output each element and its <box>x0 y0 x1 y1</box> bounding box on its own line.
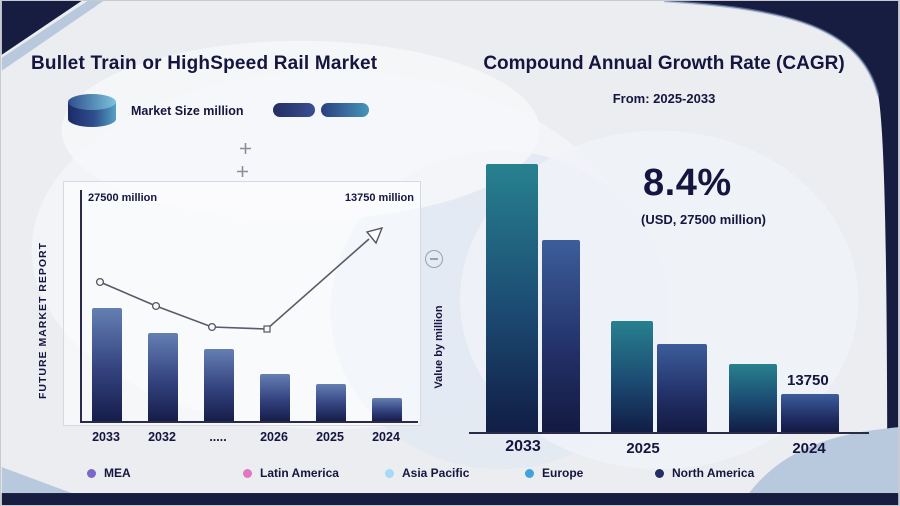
legend-item-asia-pacific: Asia Pacific <box>385 466 469 480</box>
annotation-max-value: 27500 million <box>88 192 158 204</box>
cagr-bar-2033-a <box>486 164 538 432</box>
legend-dot-latin-america <box>243 468 252 478</box>
legend-item-europe: Europe <box>525 466 583 480</box>
market-size-legend: Market Size million <box>65 93 244 129</box>
legend-label-europe: Europe <box>542 466 584 480</box>
market-size-legend-label: Market Size million <box>131 104 244 118</box>
chart-bar-2026 <box>260 374 290 421</box>
right-x-axis-line <box>469 432 869 434</box>
legend-item-mea: MEA <box>87 466 131 480</box>
cylinder-icon <box>68 94 116 127</box>
x-axis-line <box>80 421 418 423</box>
plus-icon <box>237 166 248 177</box>
data-label-13750: 13750 <box>787 372 829 389</box>
annotation-base-value: 13750 million <box>344 192 414 204</box>
market-size-chart: 27500 million 13750 million <box>63 181 421 426</box>
cagr-bar-2025-a <box>611 321 653 432</box>
x-label-2026: 2026 <box>260 430 288 444</box>
legend-label-asia-pacific: Asia Pacific <box>402 466 470 480</box>
x-label-2024: 2024 <box>372 430 400 444</box>
trend-arrow <box>95 226 384 333</box>
x-label-2032: 2032 <box>148 430 176 444</box>
legend-dot-north-america <box>655 468 664 478</box>
legend-dot-europe <box>525 468 534 478</box>
cagr-bar-2024-b <box>781 394 839 432</box>
cagr-subtitle: From: 2025-2033 <box>612 91 716 106</box>
legend-label-north-america: North America <box>672 466 755 480</box>
left-chart-side-label: FUTURE MARKET REPORT <box>37 241 49 400</box>
legend-label-latin-america: Latin America <box>260 466 339 480</box>
legend-item-latin-america: Latin America <box>243 466 339 480</box>
cagr-value: 8.4% <box>643 162 732 204</box>
right-chart-y-label: Value by million <box>433 305 445 389</box>
cagr-note: (USD, 27500 million) <box>641 212 766 227</box>
cagr-bar-2024-a <box>729 364 777 432</box>
legend-dot-mea <box>87 468 96 478</box>
y-axis-line <box>80 190 82 423</box>
right-x-label-2033: 2033 <box>505 438 541 455</box>
cagr-title: Compound Annual Growth Rate (CAGR) <box>483 53 845 74</box>
legend-dot-asia-pacific <box>385 468 394 478</box>
cagr-bar-2033-b <box>542 240 580 432</box>
chart-bar-2033 <box>92 308 122 421</box>
legend-label-mea: MEA <box>104 466 131 480</box>
x-label-gap: ..... <box>209 430 227 444</box>
x-label-2025: 2025 <box>316 430 344 444</box>
page-title: Bullet Train or HighSpeed Rail Market <box>31 53 378 74</box>
right-x-label-2025: 2025 <box>626 440 660 457</box>
minus-circle-icon <box>425 250 443 268</box>
x-label-2033: 2033 <box>92 430 120 444</box>
pill-shape-gradient <box>321 103 369 117</box>
chart-bar-2025 <box>316 384 346 421</box>
bar-group <box>92 196 418 421</box>
right-x-label-2024: 2024 <box>792 440 826 457</box>
legend-item-north-america: North America <box>655 466 754 480</box>
plus-icon <box>240 143 251 154</box>
x-axis-labels: 2033 2032 ..... 2026 2025 2024 <box>78 430 414 444</box>
cagr-bar-2025-b <box>657 344 707 432</box>
chart-bar-gap <box>204 349 234 421</box>
chart-bar-2024 <box>372 398 402 421</box>
pill-shape-dark <box>273 103 315 117</box>
chart-bar-2032 <box>148 333 178 421</box>
